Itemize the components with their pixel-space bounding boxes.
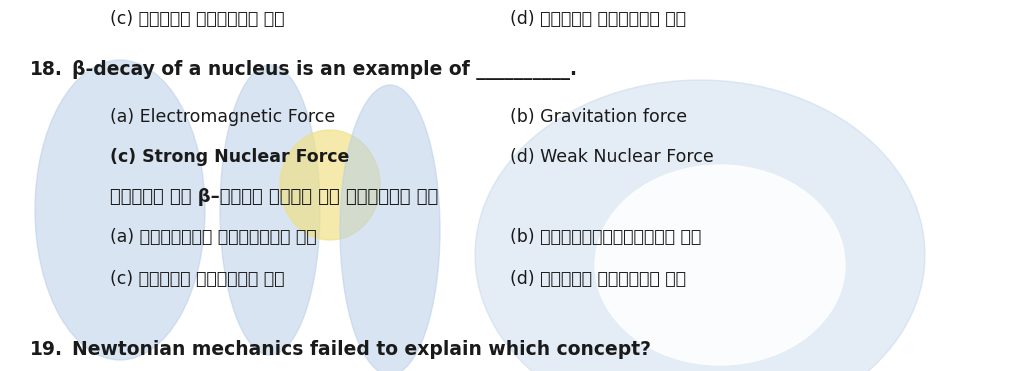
Ellipse shape: [280, 130, 380, 240]
Ellipse shape: [475, 80, 925, 371]
Ellipse shape: [35, 60, 205, 360]
Text: (a) Electromagnetic Force: (a) Electromagnetic Force: [110, 108, 335, 126]
Text: (d) कमजोर परमाणु बल: (d) कमजोर परमाणु बल: [510, 10, 686, 28]
Text: (c) मजबूत परमाणु बल: (c) मजबूत परमाणु बल: [110, 10, 285, 28]
Ellipse shape: [595, 165, 845, 365]
Text: 18.: 18.: [30, 60, 62, 79]
Text: (a) विद्युत चुंबकीय बल: (a) विद्युत चुंबकीय बल: [110, 228, 316, 246]
Text: β-decay of a nucleus is an example of __________.: β-decay of a nucleus is an example of __…: [72, 60, 577, 80]
Text: 19.: 19.: [30, 340, 63, 359]
Ellipse shape: [220, 65, 319, 355]
Text: (b) Gravitation force: (b) Gravitation force: [510, 108, 687, 126]
Text: (c) मजबूत परमाणु बल: (c) मजबूत परमाणु बल: [110, 270, 285, 288]
Text: नाभिक का β–क्षय इसका एक उदाहरण है: नाभिक का β–क्षय इसका एक उदाहरण है: [110, 188, 438, 206]
Text: (d) कमजोर परमाणु बल: (d) कमजोर परमाणु बल: [510, 270, 686, 288]
Text: (d) Weak Nuclear Force: (d) Weak Nuclear Force: [510, 148, 714, 166]
Text: (b) गुरुत्वाकर्षण बल: (b) गुरुत्वाकर्षण बल: [510, 228, 701, 246]
Text: (c) Strong Nuclear Force: (c) Strong Nuclear Force: [110, 148, 349, 166]
Text: Newtonian mechanics failed to explain which concept?: Newtonian mechanics failed to explain wh…: [72, 340, 651, 359]
Ellipse shape: [340, 85, 440, 371]
